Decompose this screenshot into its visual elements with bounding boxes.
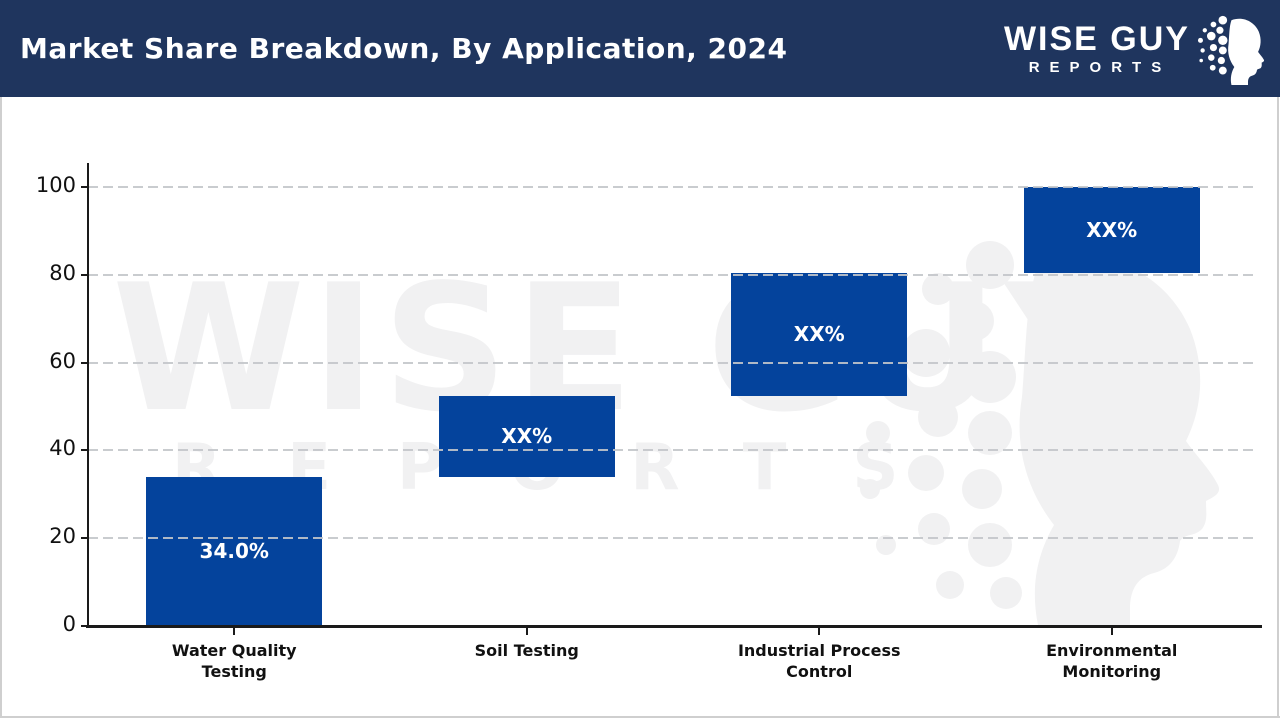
y-tick-mark	[81, 361, 88, 364]
bar-value-label: XX%	[793, 322, 845, 347]
x-category-label: Environmental Monitoring	[972, 640, 1252, 682]
bar-segment: XX%	[438, 395, 615, 477]
y-tick-mark	[81, 537, 88, 540]
y-tick-label: 80	[49, 260, 76, 285]
frame-border-bottom	[0, 716, 1280, 718]
x-tick-mark	[233, 628, 236, 635]
watermark-wordmark: WISE GUY	[112, 248, 1138, 451]
x-category-label-line: Monitoring	[1062, 662, 1162, 681]
bar-value-label: 34.0%	[199, 539, 269, 564]
x-axis-line	[86, 625, 1262, 628]
wiseguy-logo: WISE GUY REPORTS	[1004, 6, 1266, 92]
grid-line	[88, 273, 1258, 276]
x-tick-mark	[1110, 628, 1113, 635]
grid-line	[88, 449, 1258, 452]
header: Market Share Breakdown, By Application, …	[0, 0, 1280, 97]
x-category-label-line: Control	[786, 662, 853, 681]
y-tick-label: 0	[62, 612, 76, 636]
bar-value-label: XX%	[501, 424, 553, 449]
y-tick-mark	[81, 625, 88, 627]
x-category-label-line: Soil Testing	[474, 641, 579, 660]
bar-segment: XX%	[731, 272, 908, 396]
grid-line	[88, 361, 1258, 364]
grid-line	[88, 186, 1258, 188]
logo-subtext: REPORTS	[1028, 59, 1172, 76]
x-tick-mark	[525, 628, 528, 635]
y-tick-mark	[81, 273, 88, 276]
bar-segment: XX%	[1023, 187, 1200, 273]
bar-segment: 34.0%	[146, 476, 323, 626]
y-tick-label: 40	[49, 436, 76, 461]
x-category-label-line: Industrial Process	[737, 641, 901, 660]
x-category-label: Industrial Process Control	[679, 640, 959, 682]
x-category-label: Soil Testing	[387, 640, 667, 661]
wiseguy-head-icon	[1197, 15, 1265, 85]
x-category-label-line: Water Quality	[171, 641, 297, 660]
y-axis-line	[87, 163, 89, 627]
y-tick-label: 100	[35, 173, 76, 197]
x-category-label: Water Quality Testing	[94, 640, 374, 682]
chart-title: Market Share Breakdown, By Application, …	[20, 32, 788, 65]
y-tick-mark	[81, 186, 88, 188]
x-category-label-line: Environmental	[1046, 641, 1178, 660]
logo-wordmark: WISE GUY	[1003, 20, 1190, 58]
bar-value-label: XX%	[1086, 217, 1138, 242]
y-tick-mark	[81, 449, 88, 452]
x-category-label-line: Testing	[201, 662, 267, 681]
logo-text: WISE GUY REPORTS	[1004, 22, 1190, 76]
frame-border-left	[0, 97, 2, 717]
x-tick-mark	[818, 628, 821, 635]
frame-border-right	[1277, 97, 1279, 717]
y-tick-label: 20	[49, 524, 76, 549]
grid-line	[88, 537, 1258, 540]
y-tick-label: 60	[49, 348, 76, 373]
